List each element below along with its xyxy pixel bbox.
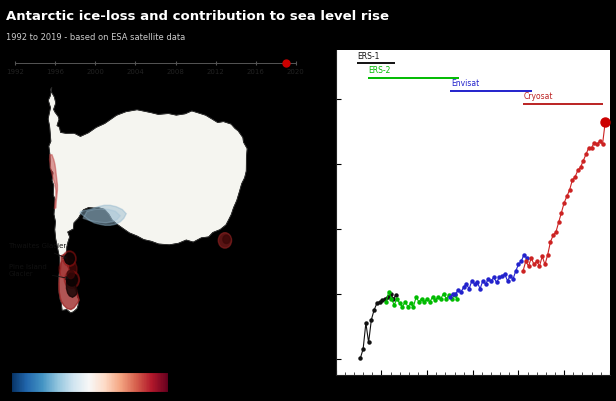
Text: 1996: 1996 — [46, 69, 64, 75]
Polygon shape — [48, 87, 247, 313]
Circle shape — [223, 235, 230, 243]
X-axis label: Year: Year — [463, 394, 483, 401]
Circle shape — [63, 251, 76, 266]
Text: 2012: 2012 — [207, 69, 225, 75]
Text: Cryosat: Cryosat — [524, 92, 553, 101]
Circle shape — [67, 273, 78, 286]
Circle shape — [218, 233, 232, 248]
Polygon shape — [80, 205, 126, 225]
Circle shape — [64, 271, 79, 288]
Polygon shape — [49, 155, 57, 209]
Polygon shape — [83, 209, 120, 223]
Text: Thwaites Glacier: Thwaites Glacier — [9, 243, 67, 258]
Text: 2004: 2004 — [126, 69, 144, 75]
Text: 1992 to 2019 - based on ESA satellite data: 1992 to 2019 - based on ESA satellite da… — [6, 32, 185, 42]
Polygon shape — [59, 253, 79, 310]
Text: 2000: 2000 — [86, 69, 104, 75]
Circle shape — [65, 253, 75, 264]
Text: 2020: 2020 — [287, 69, 305, 75]
Text: Pine Island
Glacier: Pine Island Glacier — [9, 264, 68, 279]
Circle shape — [59, 259, 77, 280]
Text: ERS-2: ERS-2 — [368, 66, 391, 75]
Circle shape — [67, 270, 75, 279]
Text: 2008: 2008 — [166, 69, 185, 75]
Polygon shape — [67, 273, 78, 297]
Y-axis label: sea level contribution (mm): sea level contribution (mm) — [314, 150, 323, 275]
Text: ERS-1: ERS-1 — [358, 51, 380, 61]
Text: Envisat: Envisat — [451, 79, 479, 88]
Text: 1992: 1992 — [6, 69, 24, 75]
Text: 2016: 2016 — [247, 69, 265, 75]
Text: Antarctic ice-loss and contribution to sea level rise: Antarctic ice-loss and contribution to s… — [6, 10, 389, 23]
